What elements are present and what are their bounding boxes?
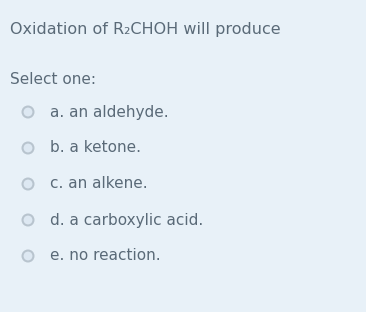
Text: a. an aldehyde.: a. an aldehyde.: [50, 105, 169, 119]
Circle shape: [22, 250, 34, 262]
Text: c. an alkene.: c. an alkene.: [50, 177, 147, 192]
Circle shape: [23, 108, 33, 116]
Circle shape: [23, 216, 33, 224]
Text: b. a ketone.: b. a ketone.: [50, 140, 141, 155]
Text: Select one:: Select one:: [10, 72, 96, 87]
Circle shape: [23, 144, 33, 153]
Circle shape: [23, 251, 33, 261]
Circle shape: [22, 105, 34, 119]
Text: Oxidation of R₂CHOH will produce: Oxidation of R₂CHOH will produce: [10, 22, 281, 37]
Circle shape: [22, 213, 34, 227]
Circle shape: [23, 180, 33, 188]
Circle shape: [22, 142, 34, 154]
Text: e. no reaction.: e. no reaction.: [50, 248, 161, 264]
Text: d. a carboxylic acid.: d. a carboxylic acid.: [50, 212, 203, 227]
Circle shape: [22, 178, 34, 191]
